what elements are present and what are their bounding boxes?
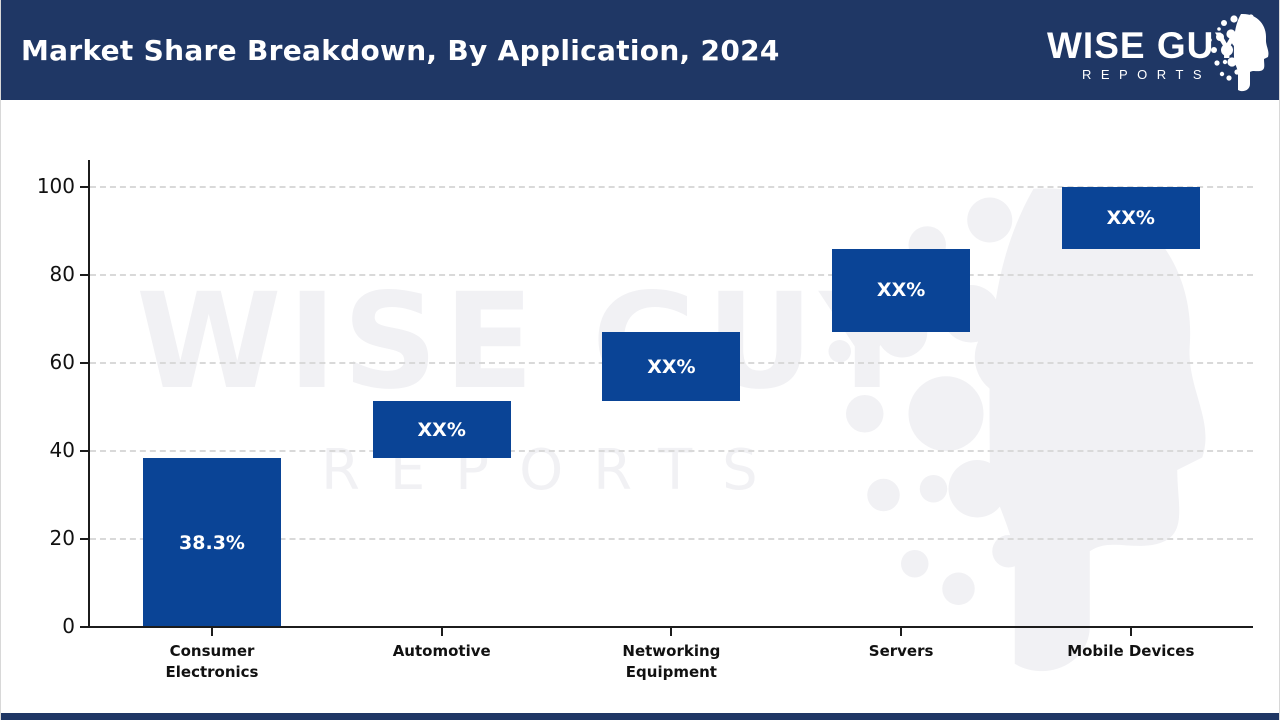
x-axis-line xyxy=(83,626,1253,628)
waterfall-bar: XX% xyxy=(832,248,971,333)
x-axis-tick xyxy=(211,628,213,636)
waterfall-bar: XX% xyxy=(1061,187,1200,249)
bar-value-label: XX% xyxy=(1106,206,1155,229)
gridline xyxy=(90,538,1253,540)
waterfall-bar: XX% xyxy=(602,332,741,402)
logo-wordmark: WISE GUY xyxy=(1047,25,1241,66)
logo-text: WISE GUY REPORTS xyxy=(1047,25,1241,83)
gridline xyxy=(90,274,1253,276)
bar-value-label: XX% xyxy=(417,418,466,441)
y-axis-tick xyxy=(80,274,89,276)
x-category-label: Servers xyxy=(868,642,934,660)
bar-value-label: 38.3% xyxy=(179,531,245,554)
y-axis-tick xyxy=(80,362,89,364)
header-band: Market Share Breakdown, By Application, … xyxy=(1,0,1279,100)
gridline xyxy=(90,450,1253,452)
x-axis-tick xyxy=(670,628,673,636)
page-title: Market Share Breakdown, By Application, … xyxy=(21,34,780,67)
x-axis-tick xyxy=(440,628,443,636)
x-category-label: Consumer Electronics xyxy=(165,642,259,681)
y-tick-label: 100 xyxy=(36,174,75,198)
y-axis-tick xyxy=(80,626,89,628)
y-axis-tick xyxy=(80,538,89,540)
logo-subtitle: REPORTS xyxy=(1081,67,1212,82)
x-category-label: Automotive xyxy=(392,642,491,660)
y-axis-tick xyxy=(80,186,89,188)
y-tick-label: 60 xyxy=(49,350,75,374)
x-axis-tick xyxy=(1129,628,1132,636)
x-axis-tick xyxy=(900,628,903,636)
x-category-label: Networking Equipment xyxy=(622,642,721,681)
y-tick-label: 80 xyxy=(49,262,75,286)
y-axis-tick xyxy=(80,450,89,452)
x-category-label: Mobile Devices xyxy=(1067,642,1195,660)
waterfall-bar: XX% xyxy=(372,401,511,459)
dotted-head-profile-icon xyxy=(1208,13,1269,92)
bar-value-label: XX% xyxy=(647,355,696,378)
footer-band xyxy=(1,713,1279,720)
wise-guy-reports-logo: WISE GUY REPORTS xyxy=(1013,6,1271,96)
y-axis-line xyxy=(88,160,90,628)
y-tick-label: 0 xyxy=(62,614,75,638)
gridline xyxy=(90,186,1253,188)
bar-value-label: XX% xyxy=(876,279,926,302)
waterfall-bar: 38.3% xyxy=(143,458,281,627)
y-tick-label: 40 xyxy=(49,438,75,462)
y-tick-label: 20 xyxy=(49,526,75,550)
